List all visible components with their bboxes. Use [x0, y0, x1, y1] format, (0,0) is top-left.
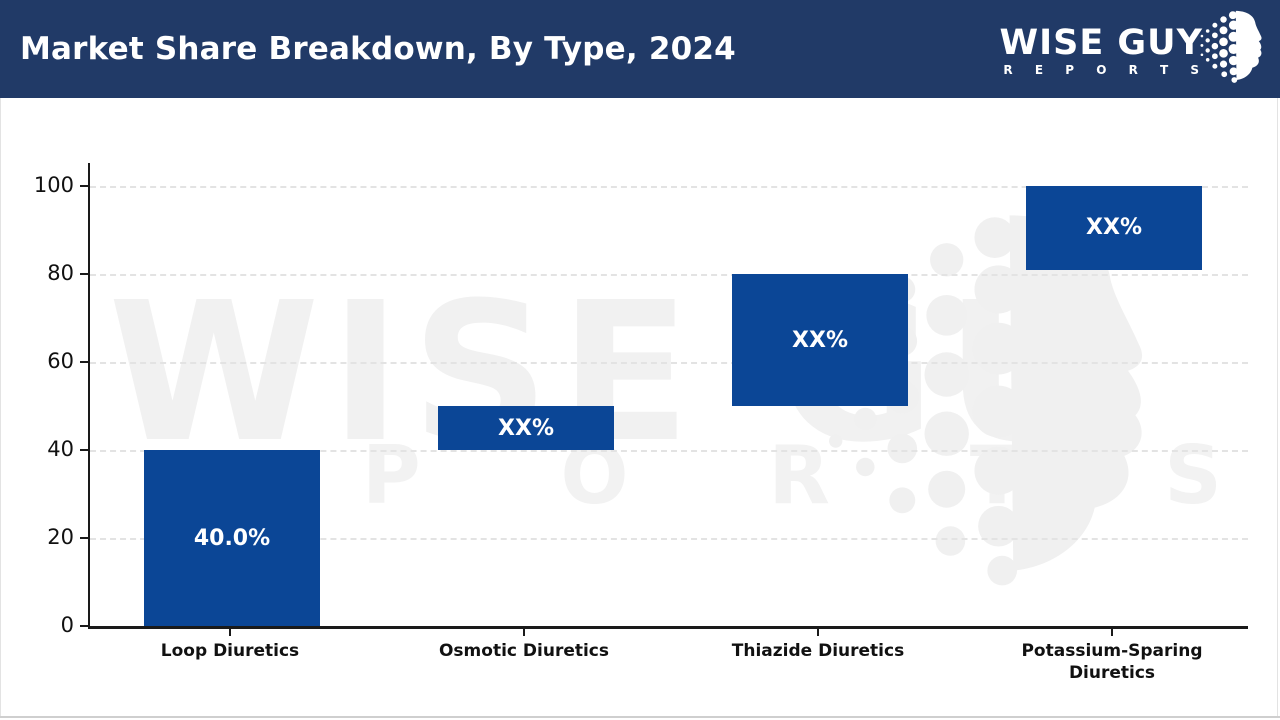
x-category-label-thiazide-diuretics: Thiazide Diuretics [731, 641, 905, 661]
plot-area: 40.0% XX% XX% XX% [88, 163, 1248, 629]
y-tick-label-100: 100 [33, 173, 74, 197]
x-tick-mark-loop-diuretics [229, 629, 231, 636]
y-tick-mark-20 [80, 537, 88, 539]
y-tick-mark-100 [80, 185, 88, 187]
bar-value-label: XX% [498, 415, 554, 441]
bar-loop-diuretics: 40.0% [144, 450, 320, 626]
wise-guy-logo: WISE GUY R E P O R T S [994, 10, 1266, 92]
logo-text: WISE GUY R E P O R T S [994, 22, 1208, 78]
page-title: Market Share Breakdown, By Type, 2024 [20, 31, 736, 67]
gridline-y-100 [90, 186, 1248, 188]
x-category-label-osmotic-diuretics: Osmotic Diuretics [438, 641, 610, 661]
logo-wordmark: WISE GUY [999, 22, 1203, 63]
y-tick-label-20: 20 [47, 525, 74, 549]
bar-value-label: XX% [792, 327, 848, 353]
header-band: Market Share Breakdown, By Type, 2024 WI… [0, 0, 1280, 98]
x-category-label-potassium-sparing-diuretics: Potassium-Sparing Diuretics [1021, 641, 1203, 683]
watermark-dotted-head-icon [828, 215, 1143, 586]
x-tick-mark-potassium-sparing-diuretics [1111, 629, 1113, 636]
bar-potassium-sparing-diuretics: XX% [1026, 186, 1202, 270]
gridline-y-40 [90, 450, 1248, 452]
gridline-y-20 [90, 538, 1248, 540]
gridline-y-60 [90, 362, 1248, 364]
x-tick-mark-thiazide-diuretics [817, 629, 819, 636]
y-tick-label-60: 60 [47, 349, 74, 373]
bar-osmotic-diuretics: XX% [438, 406, 614, 450]
gridline-y-80 [90, 274, 1248, 276]
bar-value-label: XX% [1086, 215, 1142, 241]
y-tick-label-0: 0 [60, 613, 74, 637]
y-tick-label-40: 40 [47, 437, 74, 461]
bar-value-label: 40.0% [193, 525, 271, 551]
bar-thiazide-diuretics: XX% [732, 274, 908, 406]
y-tick-mark-80 [80, 273, 88, 275]
y-tick-label-80: 80 [47, 261, 74, 285]
left-frame-border [0, 98, 1, 717]
logo-subtitle: R E P O R T S [1003, 63, 1208, 78]
y-tick-mark-60 [80, 361, 88, 363]
bottom-frame-border [0, 716, 1280, 718]
dotted-head-icon [1200, 10, 1262, 83]
y-tick-mark-40 [80, 449, 88, 451]
right-frame-border [1277, 98, 1278, 717]
x-category-label-loop-diuretics: Loop Diuretics [160, 641, 300, 661]
x-tick-mark-osmotic-diuretics [523, 629, 525, 636]
y-tick-mark-0 [80, 625, 88, 627]
